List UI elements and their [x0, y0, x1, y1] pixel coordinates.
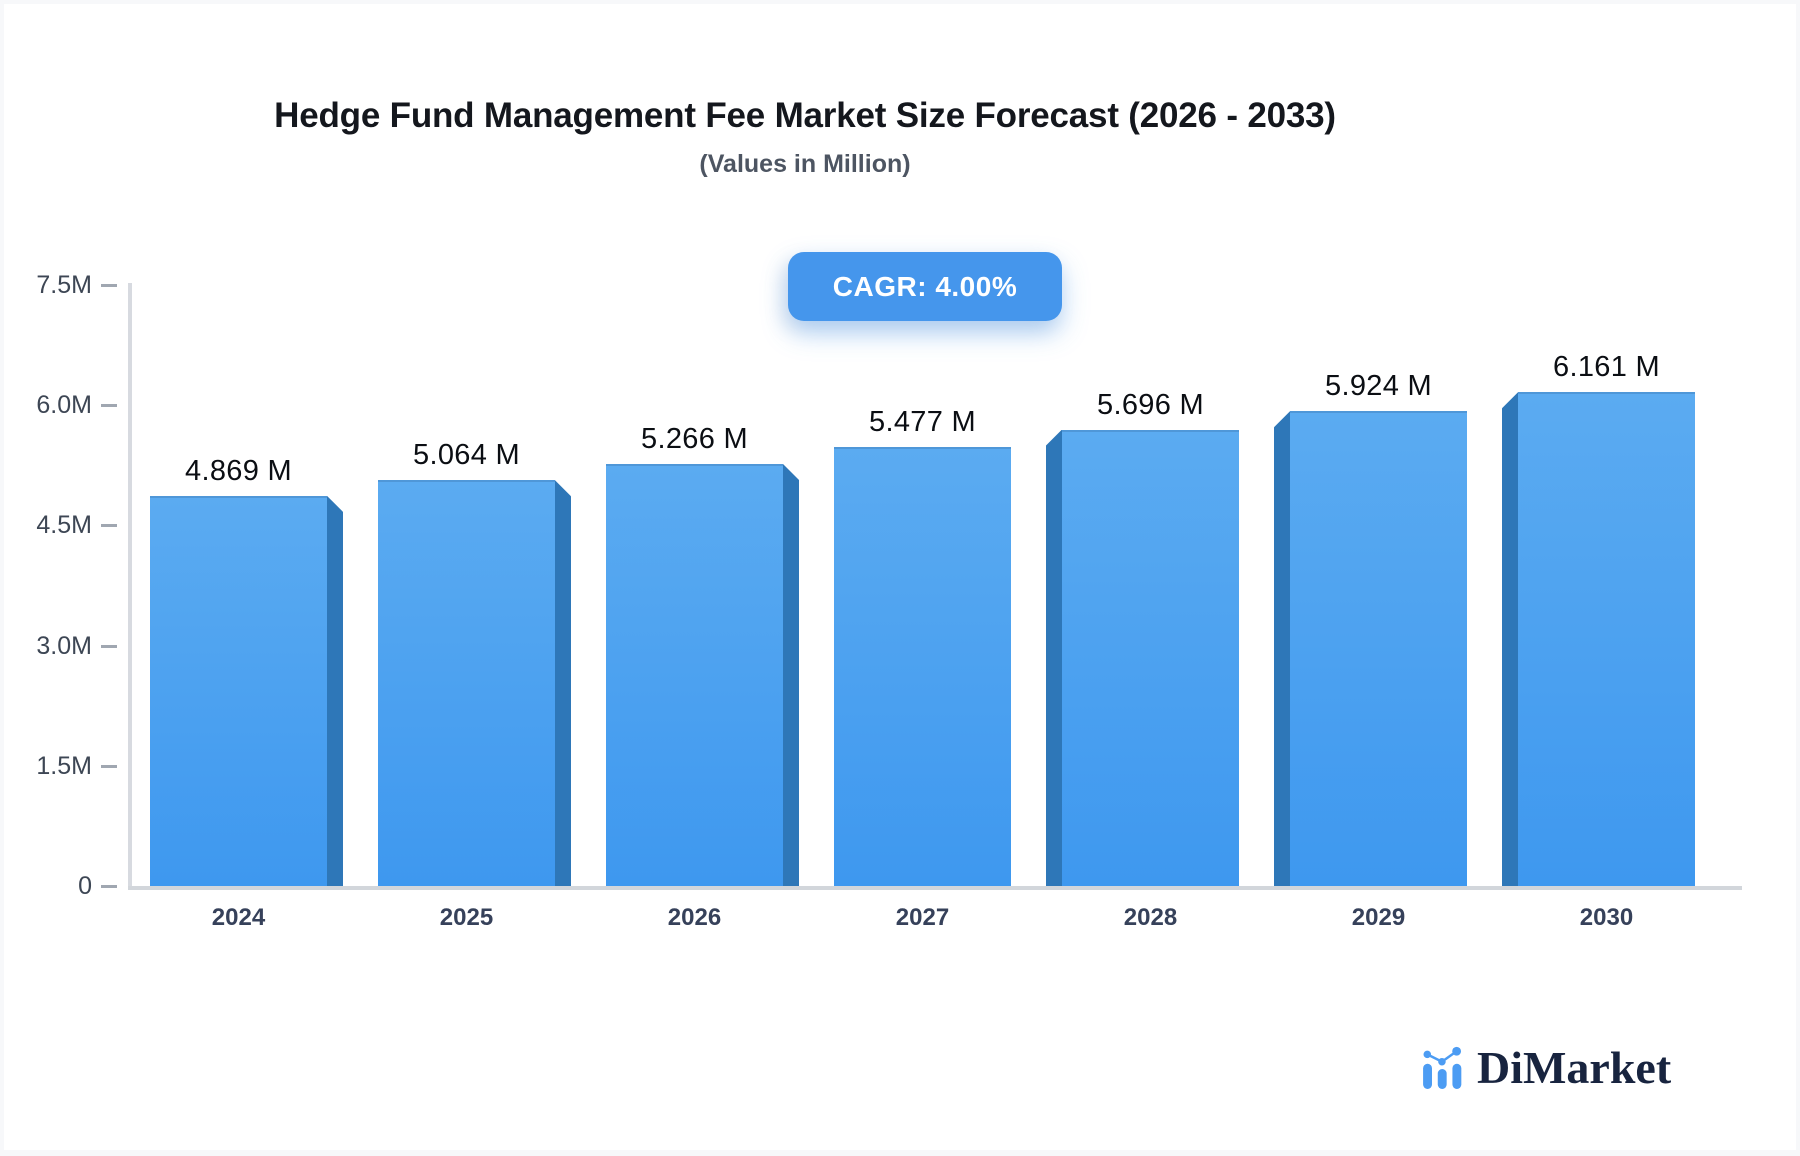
- bar-2027[interactable]: [834, 447, 1011, 886]
- bar-2028-side-face: [1046, 429, 1062, 886]
- bar-2024-side-face: [327, 495, 343, 886]
- x-tick-label-2026: 2026: [667, 904, 722, 931]
- bar-2029-side-face: [1274, 411, 1290, 886]
- y-tick-mark: [101, 885, 117, 888]
- bar-2025-side-face: [555, 480, 571, 886]
- bar-value-label-2029: 5.924 M: [1325, 370, 1432, 403]
- y-axis-line: [128, 283, 132, 890]
- y-tick-mark: [101, 644, 117, 648]
- x-tick-label-2024: 2024: [211, 904, 266, 931]
- y-tick-mark: [101, 284, 117, 287]
- dimarket-chart-icon: [1423, 1046, 1462, 1089]
- y-tick-label-6.0M: 6.0M: [36, 391, 92, 420]
- y-tick-label-1.5M: 1.5M: [36, 751, 92, 780]
- bar-2026[interactable]: [606, 464, 783, 886]
- bar-value-label-2024: 4.869 M: [185, 454, 292, 487]
- bar-2029[interactable]: [1290, 411, 1467, 886]
- x-axis-baseline: [128, 886, 1742, 890]
- x-tick-label-2025: 2025: [439, 904, 494, 931]
- bar-2026-side-face: [783, 464, 799, 886]
- y-tick-mark: [101, 764, 117, 768]
- chart-subtitle: (Values in Million): [699, 150, 911, 178]
- y-tick-label-3.0M: 3.0M: [36, 631, 92, 660]
- cagr-badge-label: CAGR: 4.00%: [832, 270, 1018, 302]
- y-tick-mark: [101, 524, 117, 528]
- y-tick-label-4.5M: 4.5M: [36, 511, 92, 540]
- x-tick-label-2030: 2030: [1579, 904, 1634, 931]
- bar-value-label-2027: 5.477 M: [869, 406, 976, 439]
- bar-2025[interactable]: [378, 480, 555, 886]
- brand-logo: DiMarket: [1422, 1044, 1671, 1092]
- chart-title: Hedge Fund Management Fee Market Size Fo…: [274, 96, 1336, 135]
- y-tick-mark: [101, 404, 117, 408]
- bar-value-label-2030: 6.161 M: [1553, 351, 1660, 384]
- cagr-badge: CAGR: 4.00%: [788, 252, 1062, 321]
- x-tick-label-2029: 2029: [1351, 904, 1406, 931]
- bar-value-label-2028: 5.696 M: [1097, 388, 1204, 421]
- y-tick-label-7.5M: 7.5M: [36, 271, 92, 299]
- bar-2028[interactable]: [1062, 429, 1239, 886]
- brand-logo-text: DiMarket: [1477, 1042, 1672, 1093]
- bar-2030[interactable]: [1518, 392, 1695, 886]
- bar-value-label-2026: 5.266 M: [641, 423, 748, 456]
- bar-value-label-2025: 5.064 M: [413, 439, 520, 472]
- bar-2024[interactable]: [150, 495, 327, 886]
- y-tick-label-0: 0: [78, 872, 92, 900]
- x-tick-label-2027: 2027: [895, 904, 950, 931]
- bar-2030-side-face: [1502, 392, 1518, 886]
- x-tick-label-2028: 2028: [1123, 904, 1178, 931]
